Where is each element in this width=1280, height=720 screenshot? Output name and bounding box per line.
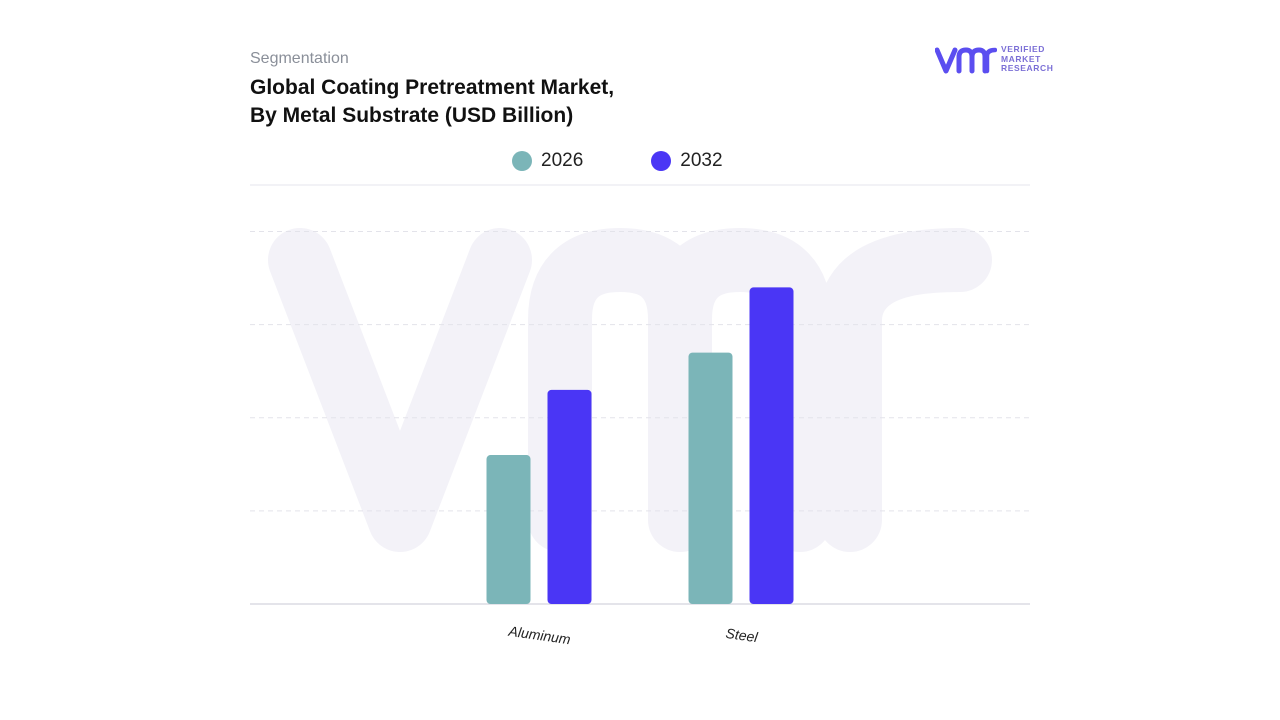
legend-swatch-2032 [651, 151, 672, 171]
bar-aluminum-2026 [486, 455, 531, 604]
vmr-watermark [268, 228, 992, 552]
bar-steel-2026 [688, 352, 733, 604]
brand-line-verified: VERIFIED [1001, 44, 1046, 54]
brand-line-market: MARKET [1001, 53, 1041, 64]
legend-item-2032: 2032 [651, 148, 723, 174]
watermark-shape [268, 228, 992, 552]
legend-label-2032: 2032 [680, 150, 723, 171]
x-tick-label-aluminum: Aluminum [507, 623, 572, 648]
chart-title: Global Coating Pretreatment Market, By M… [250, 74, 710, 130]
segment-label: Segmentation [250, 50, 349, 67]
chart-gridlines [250, 184, 1030, 605]
vmr-logo-icon [935, 47, 997, 74]
bar-aluminum-2032 [547, 389, 592, 604]
chart-title-line-2: By Metal Substrate (USD Billion) [250, 104, 574, 127]
chart-bars [486, 287, 794, 604]
legend-swatch-2026 [512, 151, 532, 171]
chart-legend: 2026 2032 [512, 148, 723, 174]
brand-wordmark: VERIFIED MARKET RESEARCH [1001, 44, 1054, 74]
x-tick-label-steel: Steel [725, 625, 760, 645]
brand-logo: VERIFIED MARKET RESEARCH [935, 44, 1075, 76]
bar-steel-2032 [749, 287, 794, 604]
legend-label-2026: 2026 [541, 150, 584, 171]
chart-title-line-1: Global Coating Pretreatment Market, [250, 76, 615, 99]
legend-item-2026: 2026 [512, 148, 583, 174]
brand-line-research: RESEARCH [1001, 63, 1054, 73]
x-axis-labels: Aluminum Steel [507, 623, 760, 648]
